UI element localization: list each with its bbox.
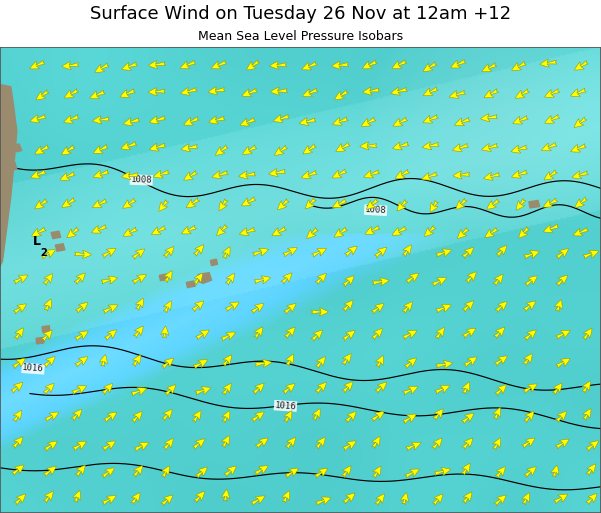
Polygon shape [529, 201, 540, 208]
Polygon shape [51, 231, 61, 239]
Polygon shape [42, 326, 50, 332]
Polygon shape [197, 272, 212, 283]
Polygon shape [36, 338, 44, 344]
Polygon shape [210, 259, 218, 266]
Text: 1016: 1016 [22, 363, 44, 374]
Polygon shape [0, 85, 17, 266]
Text: 1008: 1008 [130, 175, 152, 185]
Text: 1016: 1016 [275, 401, 296, 411]
Text: Mean Sea Level Pressure Isobars: Mean Sea Level Pressure Isobars [198, 30, 403, 43]
Polygon shape [186, 281, 195, 288]
Polygon shape [9, 163, 17, 170]
Polygon shape [159, 274, 168, 281]
Text: Surface Wind on Tuesday 26 Nov at 12am +12: Surface Wind on Tuesday 26 Nov at 12am +… [90, 5, 511, 23]
Polygon shape [12, 144, 22, 152]
Text: 2: 2 [40, 248, 47, 258]
Text: 1008: 1008 [365, 205, 386, 215]
Text: L: L [33, 235, 41, 248]
Polygon shape [55, 244, 65, 251]
